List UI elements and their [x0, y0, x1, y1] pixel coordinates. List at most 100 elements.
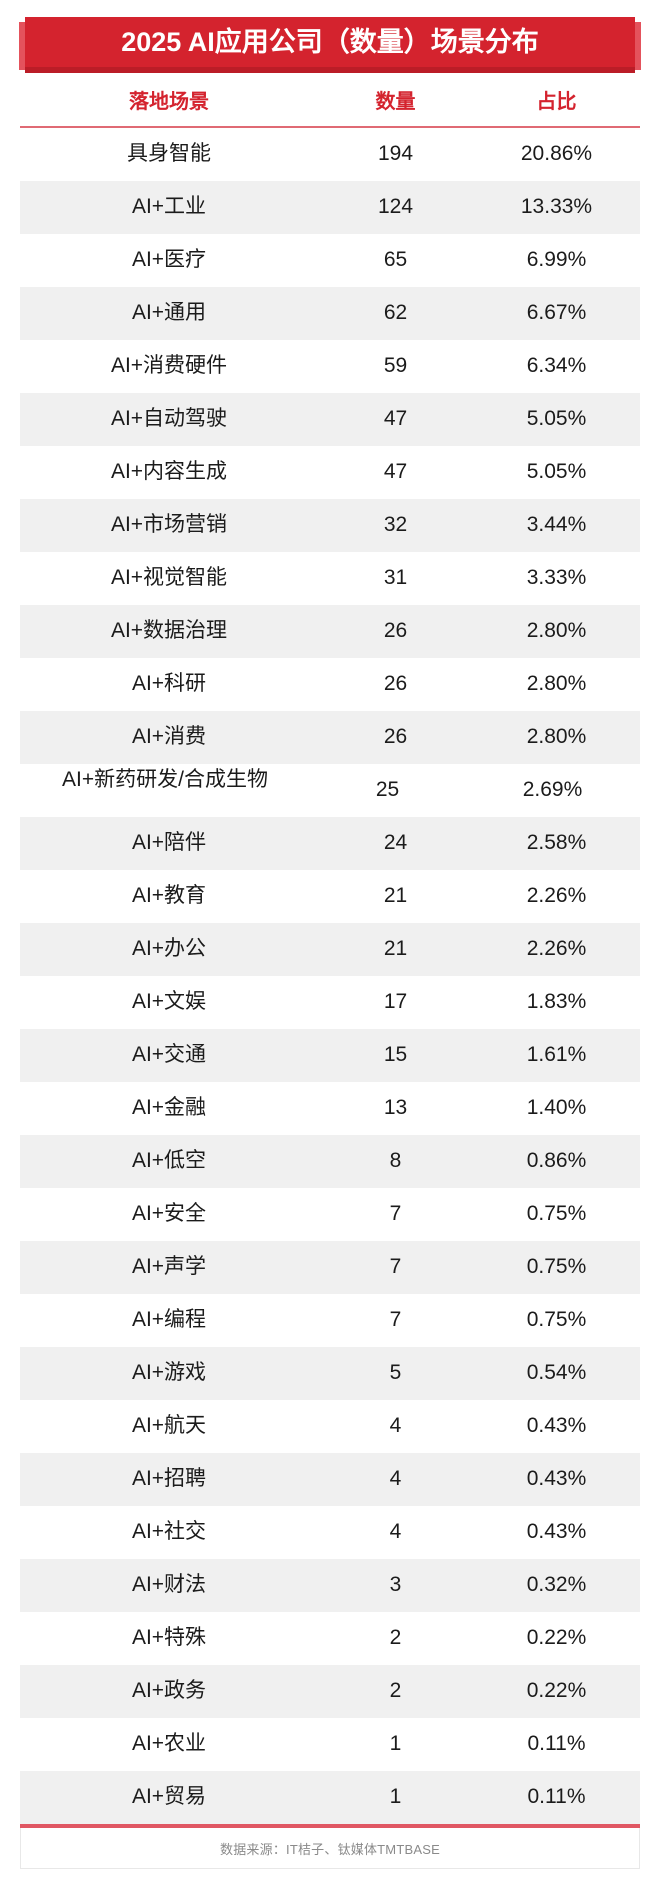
cell-count: 31 — [383, 566, 408, 590]
table-row: AI+特殊 2 0.22% — [20, 1612, 640, 1665]
cell-count: 2 — [389, 1626, 402, 1650]
cell-share: 0.43% — [526, 1414, 587, 1438]
footer: 数据来源：IT桔子、钛媒体TMTBASE — [20, 1828, 640, 1869]
table-row: AI+安全 7 0.75% — [20, 1188, 640, 1241]
cell-scene: AI+文娱 — [131, 990, 207, 1014]
table-row: AI+工业 124 13.33% — [20, 181, 640, 234]
cell-scene: AI+声学 — [131, 1255, 207, 1279]
cell-scene: AI+办公 — [131, 937, 207, 961]
cell-count: 26 — [383, 725, 408, 749]
cell-scene: AI+市场营销 — [110, 513, 228, 537]
cell-count: 4 — [389, 1467, 402, 1491]
cell-scene: AI+通用 — [131, 301, 207, 325]
cell-share: 0.22% — [526, 1679, 587, 1703]
cell-count: 7 — [389, 1255, 402, 1279]
cell-count: 7 — [389, 1308, 402, 1332]
cell-scene: AI+贸易 — [131, 1785, 207, 1809]
cell-scene: AI+游戏 — [131, 1361, 207, 1385]
table-row: 具身智能 194 20.86% — [20, 128, 640, 181]
table-row: AI+声学 7 0.75% — [20, 1241, 640, 1294]
cell-share: 2.58% — [526, 831, 587, 855]
cell-scene: AI+政务 — [131, 1679, 207, 1703]
cell-share: 2.69% — [522, 778, 583, 802]
table-body: 具身智能 194 20.86% AI+工业 124 13.33% AI+医疗 65 6.99% A… — [20, 128, 640, 1824]
cell-scene: AI+医疗 — [131, 248, 207, 272]
table-row: AI+科研 26 2.80% — [20, 658, 640, 711]
column-header-count: 数量 — [375, 90, 416, 113]
cell-share: 1.40% — [526, 1096, 587, 1120]
cell-scene: AI+社交 — [131, 1520, 207, 1544]
cell-scene: 具身智能 — [127, 142, 211, 166]
cell-count: 8 — [389, 1149, 402, 1173]
table-row: AI+招聘 4 0.43% — [20, 1453, 640, 1506]
table-row: AI+社交 4 0.43% — [20, 1506, 640, 1559]
cell-share: 0.11% — [527, 1732, 586, 1756]
table-column-headers: 落地场景 数量 占比 — [0, 81, 660, 123]
cell-share: 2.80% — [526, 672, 587, 696]
page-title: 2025 AI应用公司（数量）场景分布 — [121, 26, 539, 57]
cell-scene: AI+教育 — [131, 884, 207, 908]
table-row: AI+办公 21 2.26% — [20, 923, 640, 976]
cell-count: 13 — [383, 1096, 408, 1120]
cell-count: 26 — [383, 619, 408, 643]
cell-scene: AI+金融 — [131, 1096, 207, 1120]
cell-share: 0.22% — [526, 1626, 587, 1650]
footer-rule — [20, 1824, 640, 1828]
cell-share: 2.26% — [526, 884, 587, 908]
table-row: AI+视觉智能 31 3.33% — [20, 552, 640, 605]
cell-scene: AI+安全 — [131, 1202, 207, 1226]
cell-count: 59 — [383, 354, 408, 378]
cell-share: 0.32% — [526, 1573, 587, 1597]
table-row: AI+医疗 65 6.99% — [20, 234, 640, 287]
cell-share: 1.83% — [526, 990, 587, 1014]
data-source-text: 数据来源：IT桔子、钛媒体TMTBASE — [220, 1841, 440, 1857]
cell-scene: AI+航天 — [131, 1414, 207, 1438]
column-header-share: 占比 — [536, 90, 577, 113]
cell-count: 47 — [383, 407, 408, 431]
cell-share: 3.44% — [526, 513, 587, 537]
banner-body: 2025 AI应用公司（数量）场景分布 — [25, 17, 635, 67]
cell-scene: AI+招聘 — [131, 1467, 207, 1491]
cell-scene: AI+消费 — [131, 725, 207, 749]
table-row: AI+消费硬件 59 6.34% — [20, 340, 640, 393]
cell-count: 3 — [389, 1573, 402, 1597]
table-row: AI+新药研发/合成生物 25 2.69% — [20, 764, 640, 817]
cell-scene: AI+视觉智能 — [110, 566, 228, 590]
cell-share: 0.11% — [527, 1785, 586, 1809]
table-row: AI+政务 2 0.22% — [20, 1665, 640, 1718]
table-row: AI+交通 15 1.61% — [20, 1029, 640, 1082]
cell-scene: AI+农业 — [131, 1732, 207, 1756]
cell-count: 4 — [389, 1414, 402, 1438]
cell-count: 7 — [389, 1202, 402, 1226]
cell-scene: AI+财法 — [131, 1573, 207, 1597]
cell-count: 25 — [375, 778, 400, 802]
cell-count: 65 — [383, 248, 408, 272]
table-row: AI+低空 8 0.86% — [20, 1135, 640, 1188]
cell-count: 26 — [383, 672, 408, 696]
cell-share: 5.05% — [526, 407, 587, 431]
cell-share: 6.34% — [526, 354, 587, 378]
table-row: AI+教育 21 2.26% — [20, 870, 640, 923]
cell-scene: AI+内容生成 — [110, 460, 228, 484]
cell-scene: AI+消费硬件 — [110, 354, 228, 378]
cell-share: 2.80% — [526, 619, 587, 643]
cell-count: 1 — [389, 1732, 402, 1756]
cell-scene: AI+特殊 — [131, 1626, 207, 1650]
cell-scene: AI+自动驾驶 — [110, 407, 228, 431]
cell-count: 2 — [389, 1679, 402, 1703]
cell-scene: AI+科研 — [131, 672, 207, 696]
table-row: AI+市场营销 32 3.44% — [20, 499, 640, 552]
cell-share: 0.86% — [526, 1149, 587, 1173]
cell-count: 4 — [389, 1520, 402, 1544]
cell-scene: AI+新药研发/合成生物 — [62, 768, 268, 791]
column-header-scene: 落地场景 — [129, 90, 209, 113]
cell-count: 62 — [383, 301, 408, 325]
cell-count: 17 — [383, 990, 408, 1014]
cell-share: 0.75% — [526, 1308, 587, 1332]
cell-share: 0.75% — [526, 1202, 587, 1226]
table-row: AI+消费 26 2.80% — [20, 711, 640, 764]
cell-share: 1.61% — [526, 1043, 587, 1067]
banner-shadow — [25, 67, 635, 73]
header-divider — [20, 126, 640, 128]
